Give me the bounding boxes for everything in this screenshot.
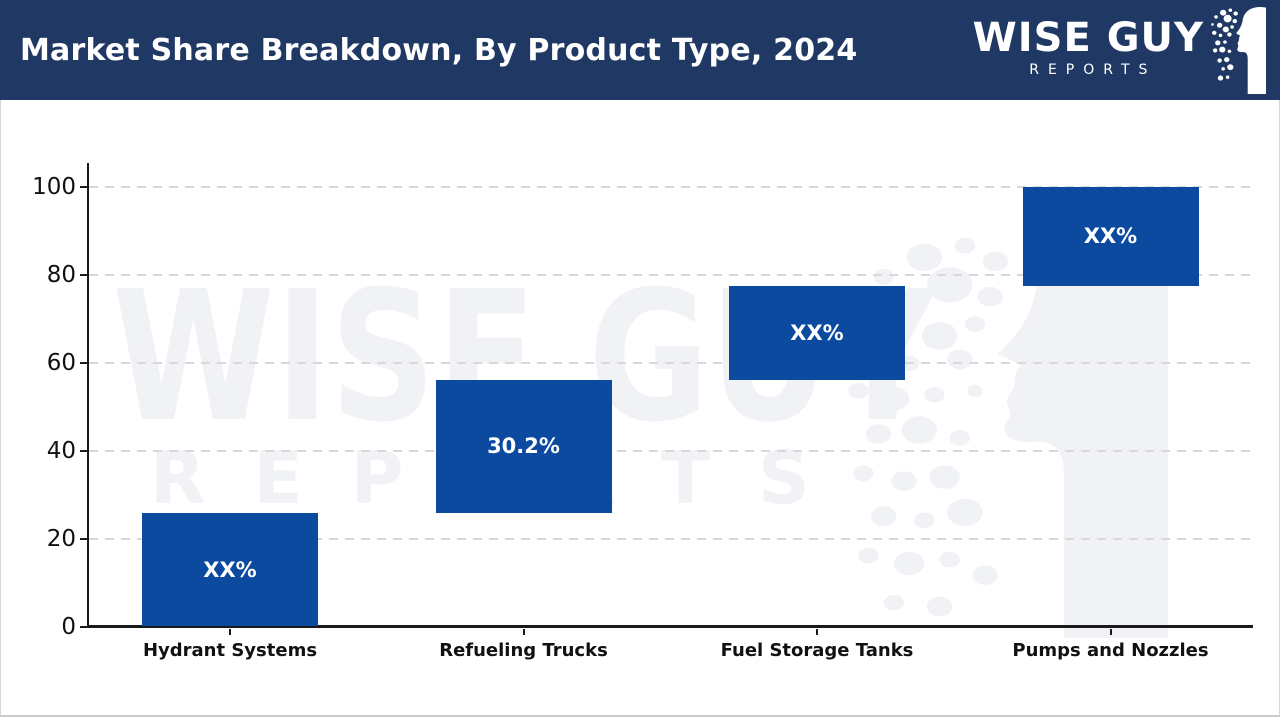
y-tick-80 <box>80 273 88 276</box>
gridline-80 <box>89 273 1253 276</box>
x-tick-2 <box>816 629 818 635</box>
category-label-0: Hydrant Systems <box>142 640 318 661</box>
bar-segment-0: XX% <box>142 512 318 627</box>
y-tick-100 <box>80 185 88 188</box>
bar-value-label-0: XX% <box>203 557 257 582</box>
x-tick-1 <box>522 629 525 635</box>
y-tick-label-20: 20 <box>46 525 76 552</box>
y-tick-label-80: 80 <box>46 261 76 288</box>
bar-value-label-2: XX% <box>790 320 844 345</box>
bar-value-label-1: 30.2% <box>487 434 560 459</box>
y-axis-line <box>87 163 89 628</box>
gridline-20 <box>89 537 1253 540</box>
x-axis-line <box>87 625 1253 628</box>
brand-logo-line1: WISE GUY <box>972 15 1204 61</box>
header-bar: Market Share Breakdown, By Product Type,… <box>0 0 1280 100</box>
y-tick-label-0: 0 <box>61 613 76 640</box>
watermark-face-dots-icon <box>848 230 1168 638</box>
category-label-1: Refueling Trucks <box>439 640 608 661</box>
y-tick-0 <box>80 625 88 628</box>
y-tick-40 <box>80 449 88 452</box>
bar-segment-1: 30.2% <box>435 379 612 513</box>
frame-bottom-border <box>0 715 1280 717</box>
y-tick-label-60: 60 <box>46 349 76 376</box>
bar-segment-2: XX% <box>729 285 905 380</box>
y-tick-20 <box>80 537 88 540</box>
brand-logo: WISE GUY REPORTS <box>973 6 1266 94</box>
gridline-100 <box>89 185 1253 188</box>
y-tick-label-40: 40 <box>46 437 76 464</box>
y-tick-60 <box>80 361 88 364</box>
bar-segment-3: XX% <box>1022 186 1199 286</box>
x-tick-0 <box>229 629 231 635</box>
y-tick-label-100: 100 <box>32 173 76 200</box>
x-tick-3 <box>1109 629 1112 635</box>
brand-logo-text: WISE GUY REPORTS <box>973 16 1204 78</box>
brand-logo-face-dots-icon <box>1211 6 1266 94</box>
frame-left-border <box>0 100 1 717</box>
gridline-40 <box>89 449 1253 452</box>
category-label-3: Pumps and Nozzles <box>1012 640 1209 661</box>
bar-value-label-3: XX% <box>1083 224 1138 249</box>
category-label-2: Fuel Storage Tanks <box>720 640 914 661</box>
brand-logo-line2: REPORTS <box>1029 62 1157 78</box>
page-title: Market Share Breakdown, By Product Type,… <box>20 32 858 68</box>
gridline-60 <box>89 361 1253 364</box>
